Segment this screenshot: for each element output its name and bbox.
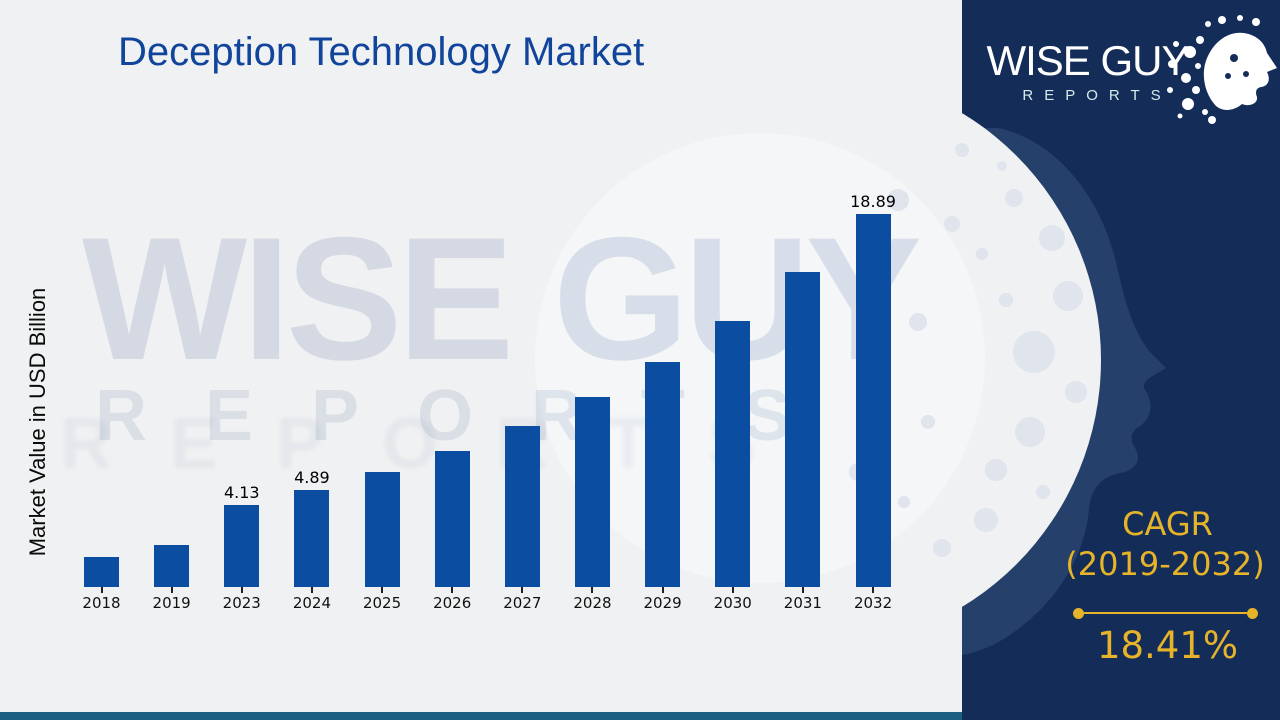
logo-face-icon	[1203, 32, 1277, 110]
x-tick-label-2026: 2026	[433, 594, 472, 612]
bar-value-label-2024: 4.89	[294, 468, 330, 487]
divider-left-dot	[1073, 607, 1084, 619]
x-tick-label-2029: 2029	[643, 594, 682, 612]
x-tick-label-2032: 2032	[853, 594, 893, 612]
bar-2026	[434, 451, 470, 587]
cagr-divider	[1073, 607, 1258, 619]
divider-line	[1084, 612, 1247, 614]
x-tick-label-2025: 2025	[362, 594, 402, 612]
x-tick-label-2024: 2024	[292, 594, 331, 612]
bar-2024	[294, 490, 330, 587]
logo-face-dots	[1167, 15, 1260, 124]
bar-2032	[855, 214, 891, 587]
x-tick-2030	[731, 587, 734, 593]
x-tick-2029	[661, 587, 664, 593]
x-tick-2019	[170, 587, 173, 593]
divider-right-dot	[1247, 607, 1258, 619]
bar-chart: 2018 2019 2023 4.13 2024 4.89 2025 2026 2027 2028…	[82, 192, 896, 612]
x-tick-label-2019: 2019	[152, 594, 191, 612]
cagr-period: (2019-2032)	[1065, 545, 1265, 583]
logo-face-inner-dots	[1225, 54, 1249, 79]
x-tick-2028	[591, 587, 594, 593]
x-tick-label-2027: 2027	[503, 594, 542, 612]
x-tick-2024	[310, 587, 313, 593]
cagr-label: CAGR	[1122, 505, 1213, 543]
bar-2031	[785, 272, 821, 587]
bar-2019	[154, 545, 190, 587]
page-title: Deception Technology Market	[118, 30, 645, 74]
bar-2029	[645, 362, 681, 587]
x-tick-label-2030: 2030	[713, 594, 752, 612]
bar-value-label-2023: 4.13	[223, 483, 260, 502]
logo-wiseguy-text: WISE GUY	[986, 37, 1189, 84]
bar-2025	[364, 472, 400, 587]
x-tick-2027	[521, 587, 524, 593]
x-tick-2032	[872, 587, 875, 593]
bottom-accent-strip	[0, 712, 962, 720]
bar-2018	[84, 557, 119, 587]
x-tick-label-2023: 2023	[222, 594, 261, 612]
bar-value-label-2032: 18.89	[850, 192, 896, 211]
x-tick-label-2018: 2018	[82, 594, 121, 612]
x-tick-2025	[381, 587, 384, 593]
bar-2028	[574, 397, 610, 587]
x-tick-2026	[451, 587, 454, 593]
bar-2027	[504, 426, 540, 587]
bar-2023	[224, 505, 260, 587]
bar-2030	[715, 321, 751, 587]
x-tick-label-2031: 2031	[783, 594, 822, 612]
cagr-value: 18.41%	[1096, 624, 1239, 667]
x-tick-label-2028: 2028	[573, 594, 612, 612]
watermark-wiseguy: WISE GUY	[82, 202, 922, 397]
watermark-reports-echo: REPORTS	[60, 404, 815, 484]
x-tick-2023	[240, 587, 243, 593]
x-tick-2018	[100, 587, 103, 593]
x-tick-2031	[801, 587, 804, 593]
logo-reports-text: REPORTS	[1022, 87, 1172, 104]
